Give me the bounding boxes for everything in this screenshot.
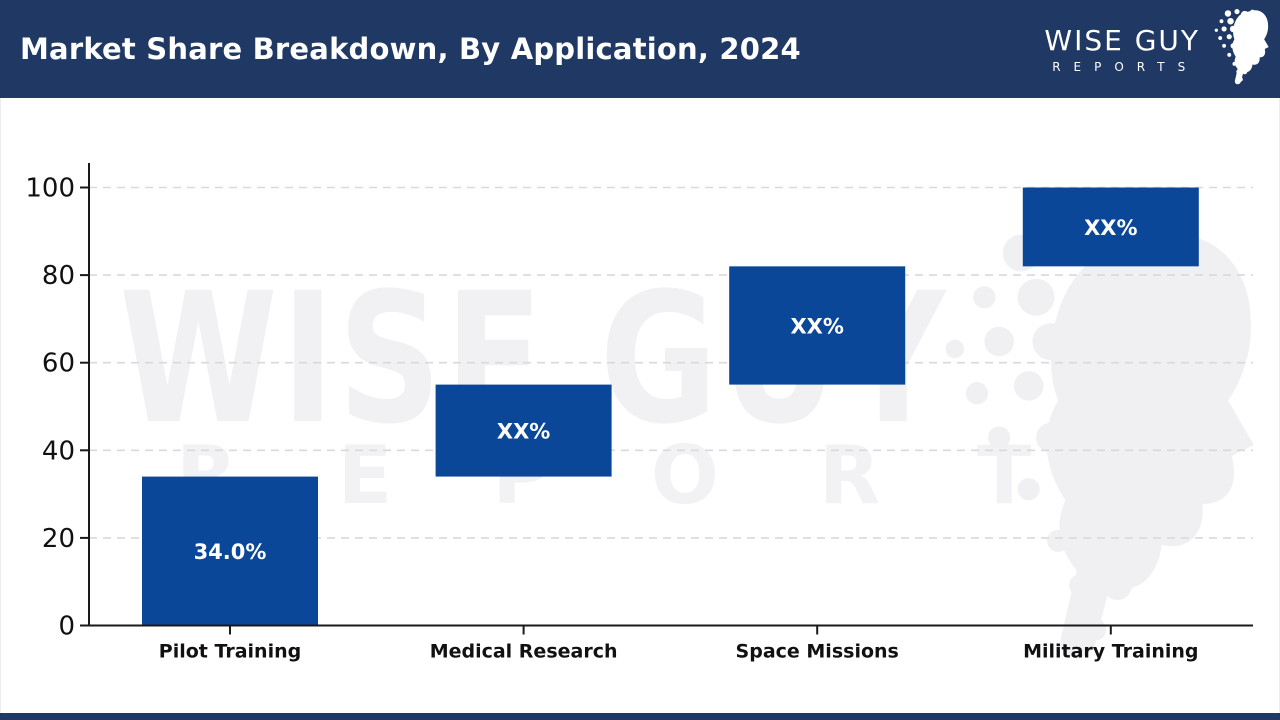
footer-bar	[0, 713, 1280, 720]
chart-area: WISE GUY REPORTS	[0, 98, 1280, 713]
watermark-text-line1: WISE GUY	[119, 255, 949, 464]
watermark-text-line2: REPORTS	[176, 429, 1280, 522]
watermark-head-icon	[945, 227, 1254, 658]
logo-subtext: REPORTS	[1052, 60, 1199, 74]
logo-head-icon	[1214, 8, 1269, 85]
logo-text: WISE GUY REPORTS	[1044, 24, 1200, 74]
page-title: Market Share Breakdown, By Application, …	[20, 32, 801, 66]
logo-wordmark: WISE GUY	[1044, 24, 1200, 57]
header-bar: Market Share Breakdown, By Application, …	[0, 0, 1280, 98]
wiseguy-logo: WISE GUY REPORTS	[1044, 0, 1270, 98]
